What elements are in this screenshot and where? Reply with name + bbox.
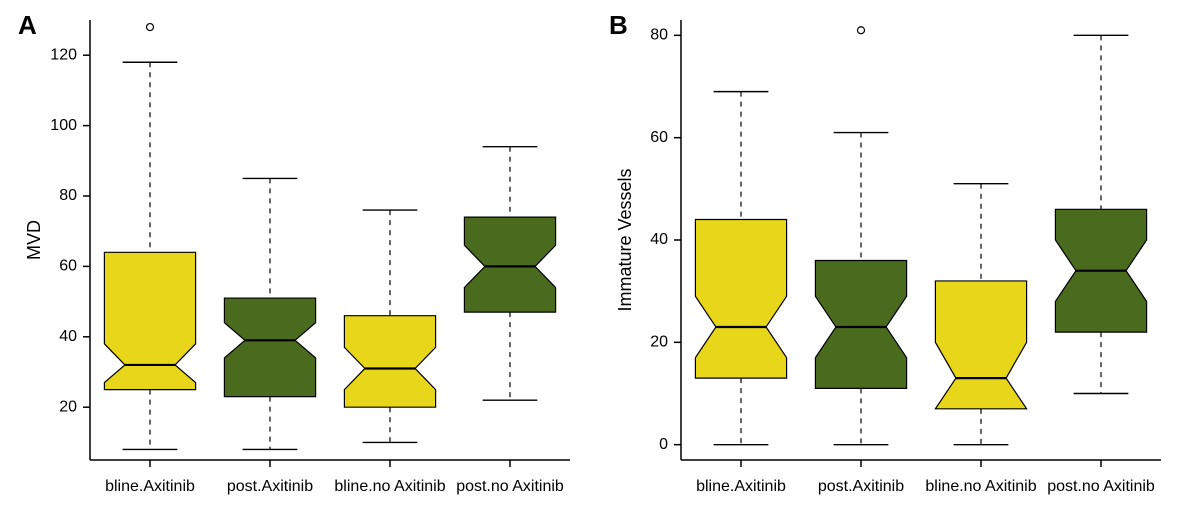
box	[464, 217, 555, 312]
y-tick-label: 40	[59, 328, 77, 345]
y-tick-label: 0	[659, 436, 668, 453]
x-tick-label: bline.no Axitinib	[925, 478, 1036, 495]
y-tick-label: 20	[59, 398, 77, 415]
panel-B: 0 20 40 60 80 Immature Vessels bline.Axitinib p…	[591, 0, 1182, 520]
y-axis-label: Immature Vessels	[615, 168, 635, 311]
box	[224, 298, 315, 397]
x-tick-label: post.Axitinib	[818, 478, 904, 495]
x-tick-label: bline.Axitinib	[696, 478, 786, 495]
figure: 20 40 60 80 100 120 MVD bline.Axitinib post.Axit…	[0, 0, 1182, 520]
y-tick-label: 80	[59, 187, 77, 204]
panel-A: 20 40 60 80 100 120 MVD bline.Axitinib post.Axit…	[0, 0, 591, 520]
y-tick-label: 80	[650, 27, 668, 44]
y-tick-label: 60	[650, 129, 668, 146]
x-tick-label: bline.Axitinib	[105, 478, 195, 495]
box	[344, 316, 435, 408]
box	[695, 220, 786, 379]
x-tick-label: post.no Axitinib	[456, 478, 564, 495]
x-tick-label: post.no Axitinib	[1047, 478, 1155, 495]
y-axis-label: MVD	[24, 220, 44, 260]
y-tick-label: 20	[650, 334, 668, 351]
panel-label: A	[18, 10, 37, 40]
box	[935, 281, 1026, 409]
y-tick-label: 40	[650, 231, 668, 248]
box	[815, 260, 906, 388]
panel-label: B	[609, 10, 628, 40]
x-tick-label: bline.no Axitinib	[334, 478, 445, 495]
y-tick-label: 120	[50, 46, 77, 63]
y-tick-label: 100	[50, 117, 77, 134]
x-tick-label: post.Axitinib	[227, 478, 313, 495]
box	[104, 252, 195, 389]
y-tick-label: 60	[59, 258, 77, 275]
